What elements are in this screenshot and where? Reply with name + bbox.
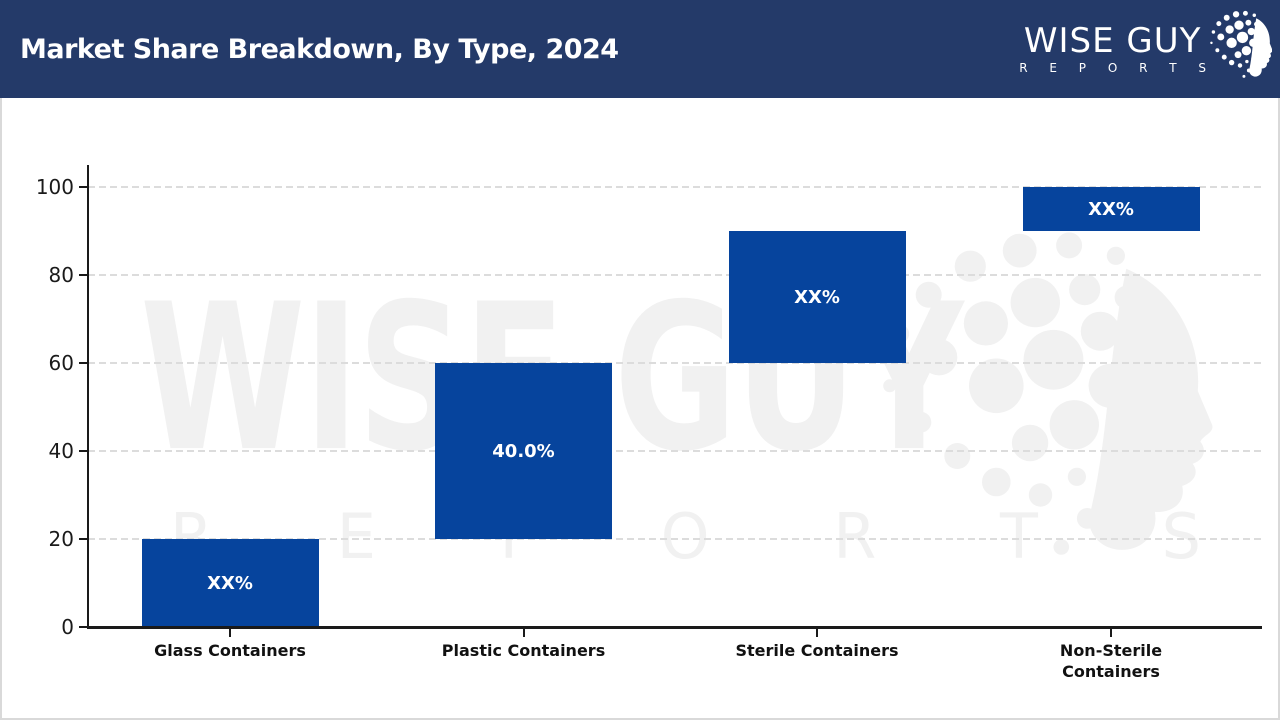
x-tick-label: Glass Containers [154,641,306,660]
gridline [88,450,1262,452]
y-tick-label: 80 [48,263,74,287]
x-tick-label: Sterile Containers [735,641,899,660]
y-tick-label: 100 [35,175,74,199]
x-tick-mark [522,629,525,637]
brand-name: WISE GUY [1023,21,1202,61]
y-tick-mark [79,274,88,276]
header-bar: Market Share Breakdown, By Type, 2024 [0,0,1280,98]
brand-subname: R E P O R T S [1019,61,1215,75]
y-tick-label: 0 [61,615,74,639]
gridline [88,362,1262,364]
y-tick-label: 20 [48,527,74,551]
bar-value-label: XX% [1088,198,1134,220]
y-tick-mark [79,362,88,364]
gridline [88,186,1262,188]
bar-glass-containers: XX% [141,539,319,627]
bar-plastic-containers: 40.0% [435,363,612,539]
x-tick-label: Non-Sterile Containers [1059,641,1163,681]
y-tick-mark [79,186,88,188]
x-axis [87,626,1262,629]
y-axis [87,165,89,629]
brand-logo-text: WISE GUY R E P O R T S [1019,23,1206,75]
y-tick-mark [79,538,88,540]
gridline [88,538,1262,540]
bar-sterile-containers: XX% [728,231,906,363]
bar-non-sterile-containers: XX% [1022,187,1200,231]
x-tick-mark [816,629,818,637]
x-tick-mark [1110,629,1112,637]
x-tick-label: Plastic Containers [441,641,606,660]
gridline [88,274,1262,276]
watermark-head-icon [883,232,1213,555]
y-tick-mark [79,626,88,628]
bar-value-label: XX% [794,286,840,308]
y-tick-label: 40 [48,439,74,463]
y-tick-label: 60 [48,351,74,375]
bar-value-label: 40.0% [492,440,555,462]
head-profile-icon [1210,10,1272,78]
y-tick-mark [79,450,88,452]
bar-value-label: XX% [207,572,253,594]
brand-logo: WISE GUY R E P O R T S [1019,4,1272,94]
page-title: Market Share Breakdown, By Type, 2024 [20,33,619,65]
x-tick-mark [229,629,231,637]
